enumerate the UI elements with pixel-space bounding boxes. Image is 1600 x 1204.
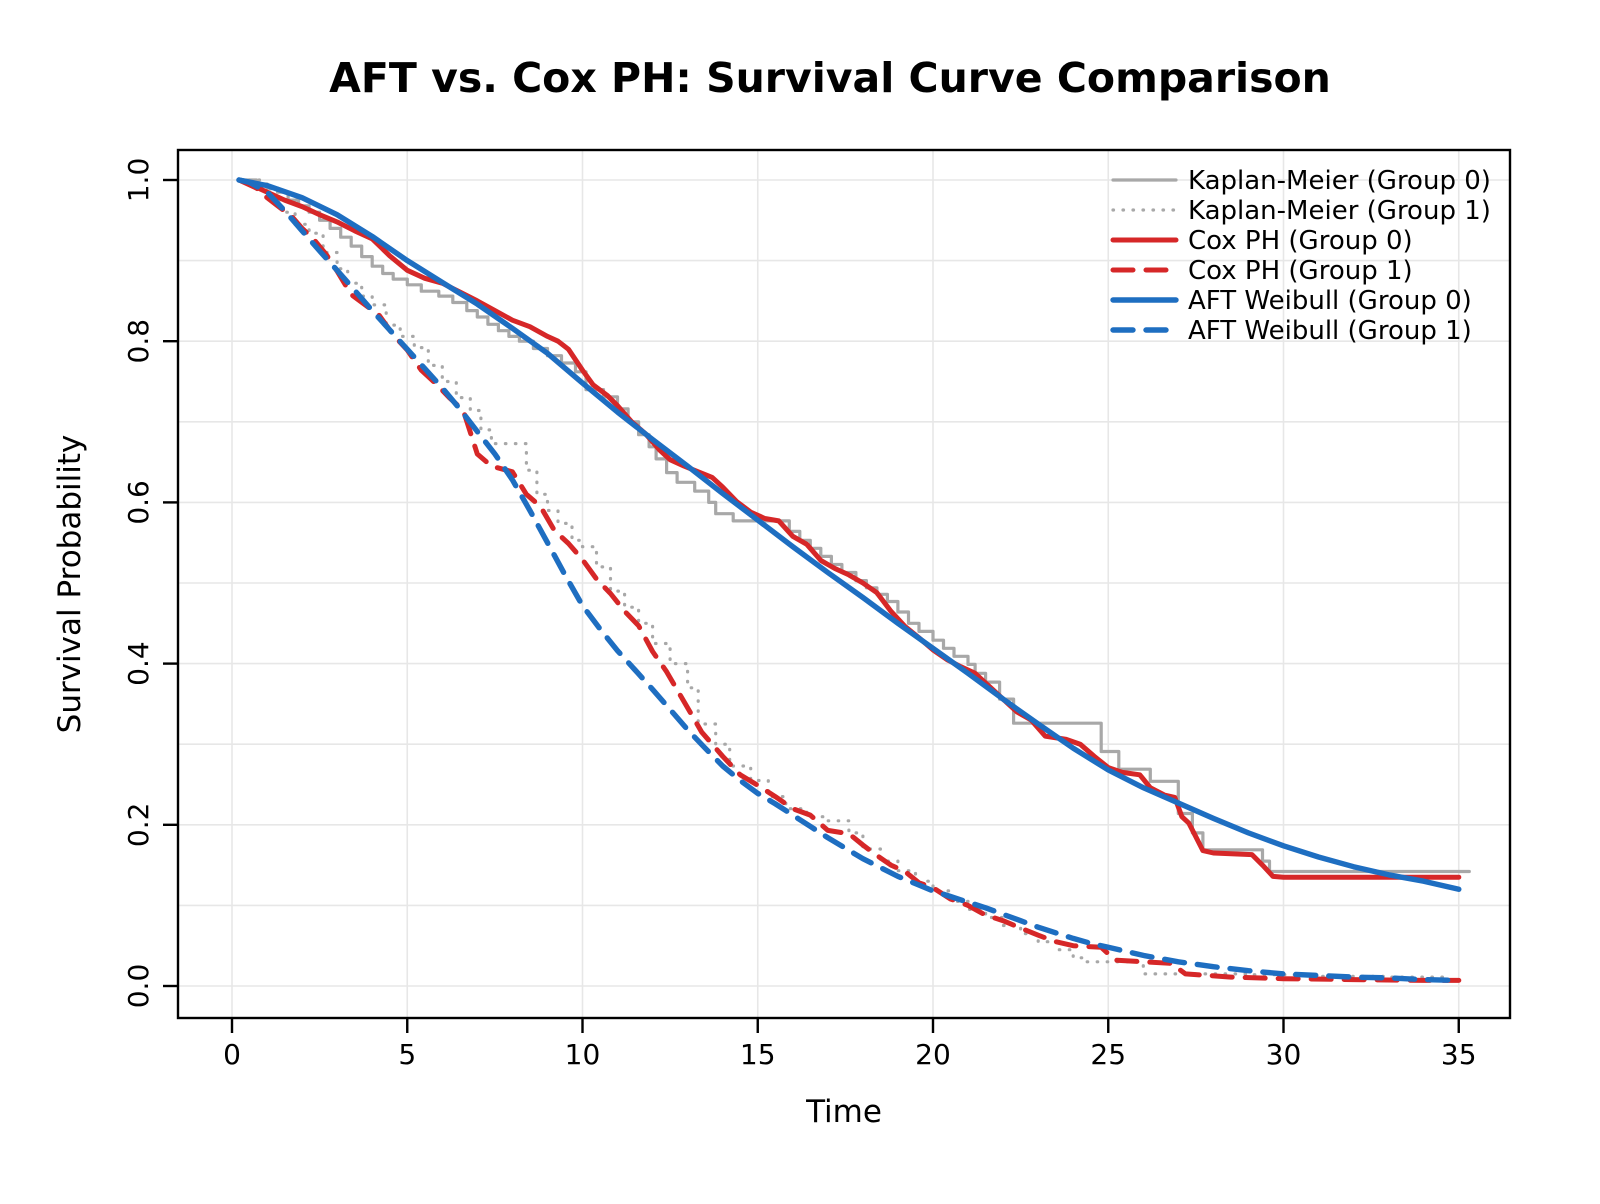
- legend-label: AFT Weibull (Group 1): [1188, 316, 1472, 346]
- legend-item-km-group-1: Kaplan-Meier (Group 1): [1111, 196, 1491, 226]
- x-tick-label: 0: [223, 1038, 241, 1071]
- x-tick-label: 30: [1266, 1038, 1302, 1071]
- axis-ticks: [163, 178, 1460, 1033]
- legend-item-km-group-0: Kaplan-Meier (Group 0): [1111, 166, 1491, 196]
- x-tick-label: 5: [398, 1038, 416, 1071]
- legend: Kaplan-Meier (Group 0)Kaplan-Meier (Grou…: [1110, 166, 1491, 346]
- x-tick-label: 10: [565, 1038, 601, 1071]
- legend-label: Kaplan-Meier (Group 1): [1188, 196, 1491, 226]
- curve-aft-group-0: [236, 177, 1462, 892]
- x-tick-label: 25: [1090, 1038, 1126, 1071]
- y-tick-label: 0.0: [122, 964, 155, 1009]
- y-tick-label: 0.6: [122, 480, 155, 525]
- legend-item-aft-group-0: AFT Weibull (Group 0): [1110, 286, 1472, 316]
- legend-label: AFT Weibull (Group 0): [1188, 286, 1472, 316]
- legend-item-aft-group-1: AFT Weibull (Group 1): [1110, 316, 1472, 346]
- plot-frame: [176, 148, 1512, 1020]
- y-tick-label: 0.4: [122, 641, 155, 686]
- x-tick-label: 20: [915, 1038, 951, 1071]
- y-tick-label: 0.2: [122, 803, 155, 848]
- legend-item-cox-group-0: Cox PH (Group 0): [1110, 226, 1413, 256]
- legend-label: Cox PH (Group 0): [1188, 226, 1413, 256]
- curve-aft-group-1: [236, 177, 1462, 984]
- x-tick-label: 35: [1441, 1038, 1477, 1071]
- x-tick-label: 15: [740, 1038, 776, 1071]
- curves-layer: [236, 177, 1471, 984]
- y-tick-label: 0.8: [122, 319, 155, 364]
- y-axis-label: Survival Probability: [52, 435, 88, 734]
- curve-km-group-0: [237, 178, 1471, 874]
- y-tick-label: 1.0: [122, 158, 155, 203]
- chart-title: AFT vs. Cox PH: Survival Curve Compariso…: [329, 54, 1331, 102]
- legend-label: Kaplan-Meier (Group 0): [1188, 166, 1491, 196]
- curve-km-group-1: [237, 178, 1447, 980]
- legend-label: Cox PH (Group 1): [1188, 256, 1413, 286]
- curve-cox-group-1: [236, 177, 1462, 983]
- legend-item-cox-group-1: Cox PH (Group 1): [1110, 256, 1413, 286]
- tick-labels: 0 5 10 15 20 25 30 35 0.0 0.2 0.4 0.6 0.8 1.0: [122, 158, 1477, 1071]
- x-axis-label: Time: [805, 1094, 882, 1130]
